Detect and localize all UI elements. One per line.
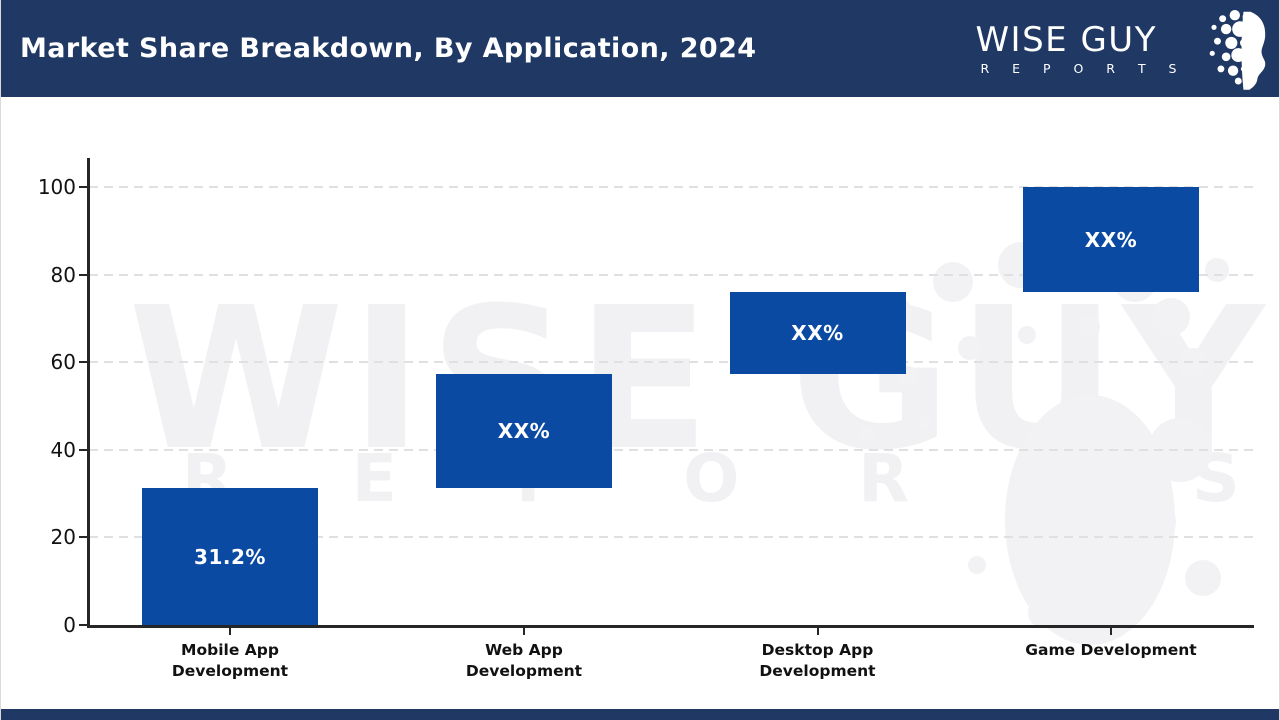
watermark-dot bbox=[1205, 258, 1229, 282]
logo-wordmark: WISE GUY bbox=[975, 20, 1157, 60]
bar-value-label: XX% bbox=[791, 321, 844, 346]
y-tick-mark bbox=[79, 273, 87, 276]
gridline-40 bbox=[89, 448, 1254, 451]
x-tick-mark bbox=[1110, 628, 1112, 635]
plot-area: 31.2% XX% XX% XX% bbox=[89, 160, 1254, 627]
bar-value-label: 31.2% bbox=[194, 544, 266, 569]
x-tick-mark bbox=[229, 628, 231, 635]
watermark-dot bbox=[968, 556, 986, 574]
x-axis-category-label-desktop-app-development: Desktop App Development bbox=[759, 641, 876, 680]
gridline-80 bbox=[89, 273, 1254, 276]
watermark-dot bbox=[1078, 558, 1120, 600]
bar-game-development: XX% bbox=[1023, 187, 1199, 293]
watermark-dot bbox=[958, 336, 982, 360]
y-tick-label-60: 60 bbox=[50, 350, 76, 375]
y-tick-mark bbox=[79, 536, 87, 539]
y-tick-label-80: 80 bbox=[50, 262, 76, 287]
bar-value-label: XX% bbox=[1084, 227, 1138, 252]
gridline-60 bbox=[89, 361, 1254, 364]
wise-guy-reports-logo: WISE GUY R E P O R T S bbox=[975, 8, 1266, 90]
gridline-20 bbox=[89, 536, 1254, 539]
y-tick-label-20: 20 bbox=[50, 525, 76, 550]
bar-web-app-development: XX% bbox=[436, 374, 612, 489]
y-tick-label-100: 100 bbox=[37, 175, 76, 199]
logo-subtitle: R E P O R T S bbox=[980, 61, 1186, 76]
watermark-dot bbox=[1185, 560, 1221, 596]
logo-face-icon bbox=[1209, 10, 1266, 90]
y-tick-mark bbox=[79, 186, 87, 188]
watermark-dot bbox=[1152, 298, 1190, 336]
bar-value-label: XX% bbox=[497, 419, 551, 444]
watermark-dot bbox=[858, 426, 874, 442]
y-tick-label-40: 40 bbox=[50, 437, 76, 462]
x-axis-category-label-mobile-app-development: Mobile App Development bbox=[171, 641, 289, 680]
bar-desktop-app-development: XX% bbox=[729, 292, 906, 375]
page-title: Market Share Breakdown, By Application, … bbox=[20, 33, 757, 64]
x-axis-spine bbox=[87, 625, 1254, 628]
header-bar: Market Share Breakdown, By Application, … bbox=[0, 0, 1280, 97]
x-axis-category-label-game-development: Game Development bbox=[1025, 641, 1197, 659]
watermark-dot bbox=[1078, 316, 1100, 338]
y-axis-spine bbox=[87, 158, 90, 628]
bar-mobile-app-development: 31.2% bbox=[142, 488, 318, 625]
x-tick-mark bbox=[523, 628, 525, 635]
y-tick-mark bbox=[79, 361, 87, 364]
watermark-dot bbox=[1018, 326, 1036, 344]
watermark-dot bbox=[933, 262, 973, 302]
x-axis-category-label-web-app-development: Web App Development bbox=[465, 641, 583, 680]
y-tick-label-0: 0 bbox=[63, 613, 76, 637]
watermark-dot bbox=[918, 416, 932, 430]
left-border-line bbox=[0, 0, 1, 720]
y-tick-mark bbox=[79, 624, 87, 626]
watermark-dot bbox=[1028, 598, 1058, 628]
gridline-100 bbox=[89, 186, 1254, 188]
footer-bar bbox=[0, 709, 1280, 720]
y-tick-mark bbox=[79, 448, 87, 451]
logo-text: WISE GUY R E P O R T S bbox=[975, 22, 1186, 76]
x-tick-mark bbox=[816, 628, 819, 635]
